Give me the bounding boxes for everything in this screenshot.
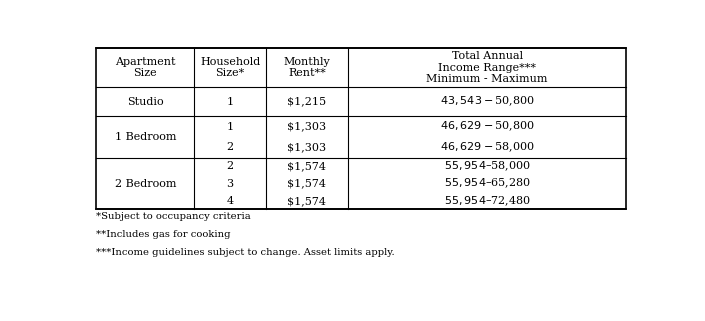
Text: $43,543 - $50,800: $43,543 - $50,800 [440,95,534,108]
Text: $55,954 – $65,280: $55,954 – $65,280 [443,177,531,190]
Text: 4: 4 [226,196,233,206]
Text: $55,954 – $72,480: $55,954 – $72,480 [443,194,531,208]
Bar [97,48,626,210]
Text: $1,574: $1,574 [288,196,326,206]
Text: 1: 1 [226,97,233,107]
Text: $1,574: $1,574 [288,178,326,188]
Text: $46,629 - $58,000: $46,629 - $58,000 [440,141,534,154]
Text: $1,303: $1,303 [288,142,326,152]
Text: 2: 2 [226,161,233,171]
Text: Household
Size*: Household Size* [200,57,260,78]
Text: ***Income guidelines subject to change. Asset limits apply.: ***Income guidelines subject to change. … [97,248,395,257]
Text: 1: 1 [226,122,233,132]
Text: 2 Bedroom: 2 Bedroom [115,178,176,188]
Text: *Subject to occupancy criteria: *Subject to occupancy criteria [97,213,251,221]
Text: **Includes gas for cooking: **Includes gas for cooking [97,230,231,239]
Text: Total Annual
Income Range***
Minimum - Maximum: Total Annual Income Range*** Minimum - M… [427,51,548,84]
Text: 1 Bedroom: 1 Bedroom [115,132,176,142]
Text: $55,954 – $58,000: $55,954 – $58,000 [443,160,531,173]
Text: Studio: Studio [127,97,164,107]
Text: Apartment
Size: Apartment Size [115,57,176,78]
Text: 2: 2 [226,142,233,152]
Text: $1,215: $1,215 [288,97,326,107]
Text: $1,574: $1,574 [288,161,326,171]
Text: $1,303: $1,303 [288,122,326,132]
Text: 3: 3 [226,178,233,188]
Text: $46,629 - $50,800: $46,629 - $50,800 [440,120,534,134]
Text: Monthly
Rent**: Monthly Rent** [283,57,331,78]
